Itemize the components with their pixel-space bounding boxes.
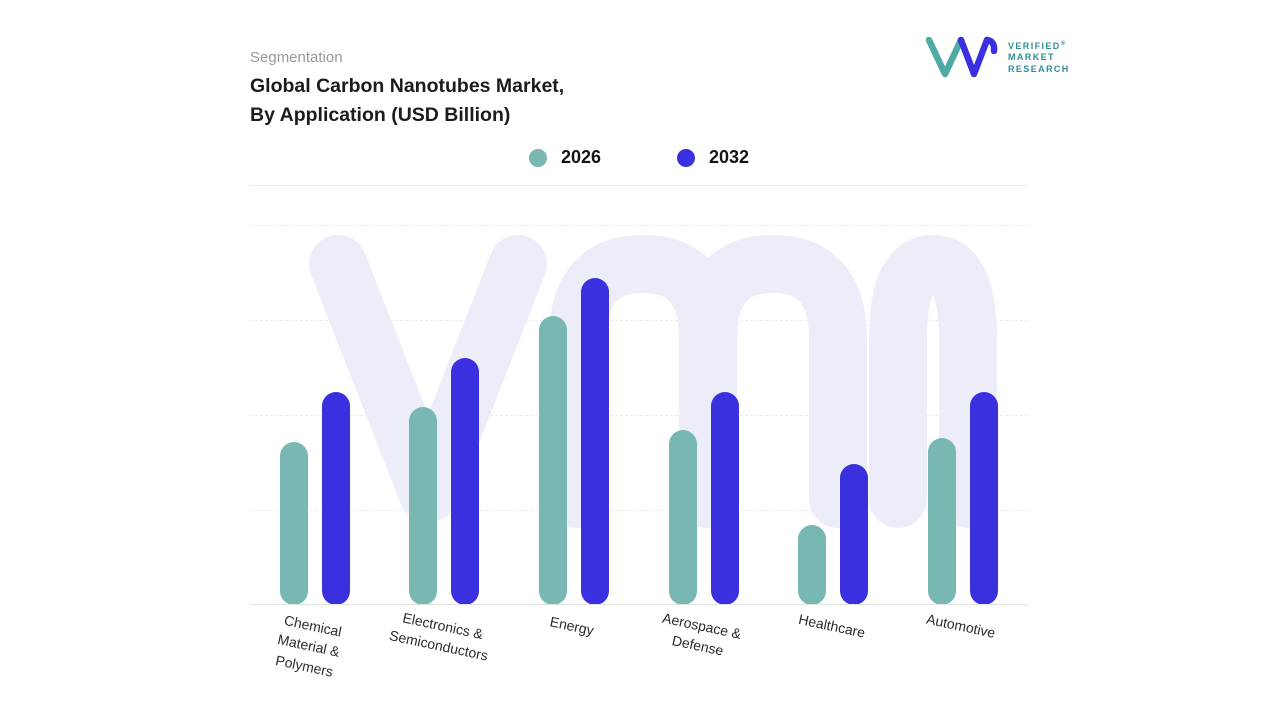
bar-2032-1 <box>321 392 350 605</box>
legend-label-2032: 2032 <box>709 147 750 167</box>
bar-group-4 <box>668 392 739 605</box>
bar-2026-1 <box>279 442 308 605</box>
bar-group-1 <box>279 392 350 605</box>
brand-line-research: RESEARCH <box>1008 63 1070 74</box>
bar-group-6 <box>928 392 999 605</box>
x-axis-label: Chemical Material & Polymers <box>274 611 344 680</box>
gridline <box>250 415 1028 416</box>
x-axis-label: Energy <box>548 613 596 639</box>
x-axis-labels: Chemical Material & Polymers Electronics … <box>250 609 1028 716</box>
bar-group-5 <box>798 464 869 605</box>
gridline <box>250 320 1028 321</box>
bar-group-2 <box>409 358 480 605</box>
bar-2032-3 <box>581 278 610 605</box>
bar-2026-5 <box>798 525 827 605</box>
brand-line-verified: VERIFIED® <box>1008 40 1067 51</box>
brand-logo: VERIFIED® MARKET RESEARCH <box>924 34 1070 80</box>
legend-divider-line <box>250 185 1028 186</box>
eyebrow-label: Segmentation <box>250 49 343 66</box>
brand-wordmark: VERIFIED® MARKET RESEARCH <box>1008 39 1070 76</box>
chart-title-line1: Global Carbon Nanotubes Market, <box>250 75 565 97</box>
bar-2026-6 <box>928 438 957 605</box>
gridline <box>250 225 1028 226</box>
bar-2032-5 <box>840 464 869 605</box>
x-axis-label: Automotive <box>924 610 997 641</box>
bar-2026-2 <box>409 407 438 605</box>
bar-2032-2 <box>451 358 480 605</box>
bar-group-3 <box>539 278 610 605</box>
plot-area <box>250 225 1028 605</box>
bar-2032-6 <box>970 392 999 605</box>
bar-2026-4 <box>668 430 697 605</box>
chart-title-line2: By Application (USD Billion) <box>250 104 511 126</box>
x-axis-label: Healthcare <box>797 610 867 641</box>
bar-series-area <box>250 225 1028 605</box>
legend-label-2026: 2026 <box>560 147 601 167</box>
x-axis-label: Electronics & Semiconductors <box>387 609 490 664</box>
chart-title: Global Carbon Nanotubes Market, By Appli… <box>250 72 564 130</box>
registered-mark: ® <box>1060 40 1067 47</box>
x-axis-label: Aerospace & Defense <box>661 609 743 659</box>
legend-item-2026: 2026 <box>528 147 601 168</box>
gridline <box>250 510 1028 511</box>
legend-swatch-2032 <box>677 148 695 167</box>
chart-legend: 2026 2032 <box>250 147 1028 168</box>
brand-line-market: MARKET <box>1008 52 1055 63</box>
legend-item-2032: 2032 <box>677 147 749 168</box>
vmr-monogram-icon <box>925 36 998 78</box>
legend-swatch-2026 <box>528 148 547 167</box>
bar-2032-4 <box>710 392 739 605</box>
x-axis-line <box>250 604 1028 605</box>
bar-2026-3 <box>539 316 568 605</box>
